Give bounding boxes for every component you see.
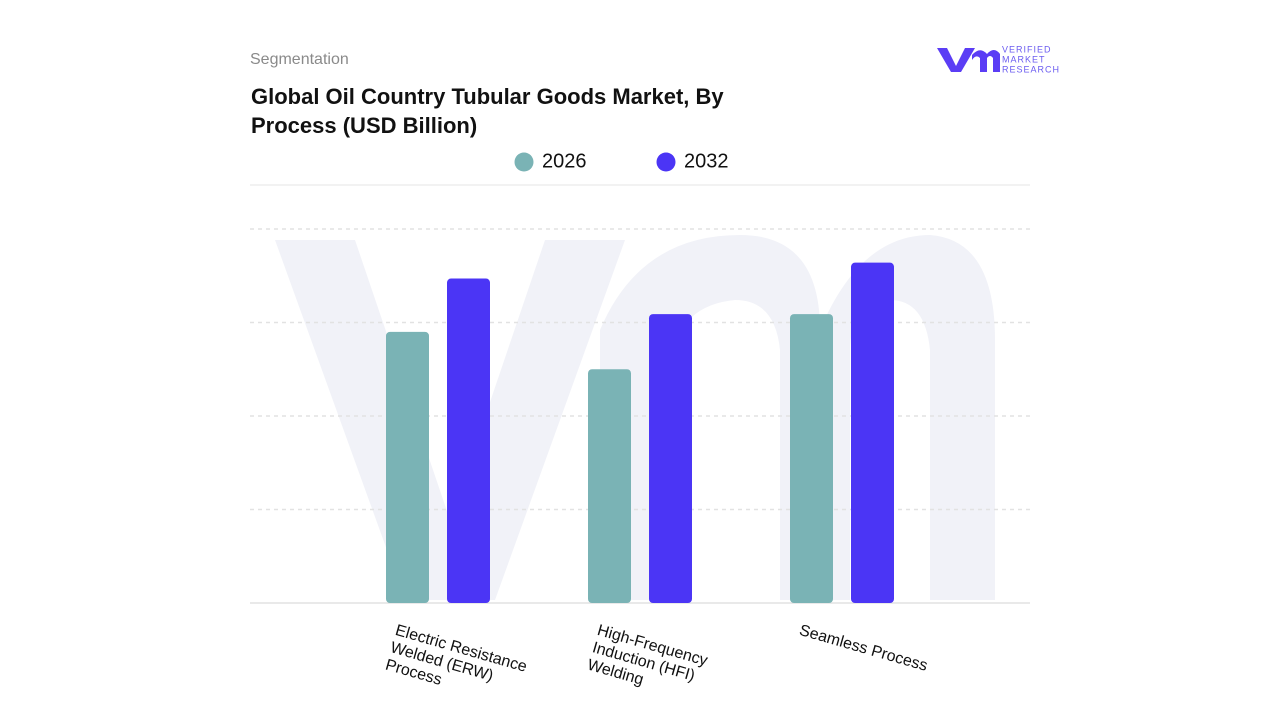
- chart-title: Global Oil Country Tubular Goods Market,…: [251, 84, 724, 138]
- legend-marker: [656, 152, 676, 172]
- bar: [588, 369, 631, 603]
- bar: [386, 331, 429, 603]
- legend-marker: [514, 152, 534, 172]
- legend-label: 2026: [542, 150, 587, 172]
- legend-label: 2032: [684, 150, 729, 172]
- logo-text: MARKET: [1002, 54, 1046, 64]
- bar: [447, 278, 490, 603]
- logo-text: VERIFIED: [1002, 44, 1052, 54]
- section-label: Segmentation: [250, 51, 349, 68]
- bar: [851, 262, 894, 603]
- logo-text: RESEARCH: [1002, 64, 1060, 74]
- bar: [649, 314, 692, 603]
- bar: [790, 314, 833, 603]
- logo: VERIFIED MARKET RESEARCH: [937, 44, 1060, 74]
